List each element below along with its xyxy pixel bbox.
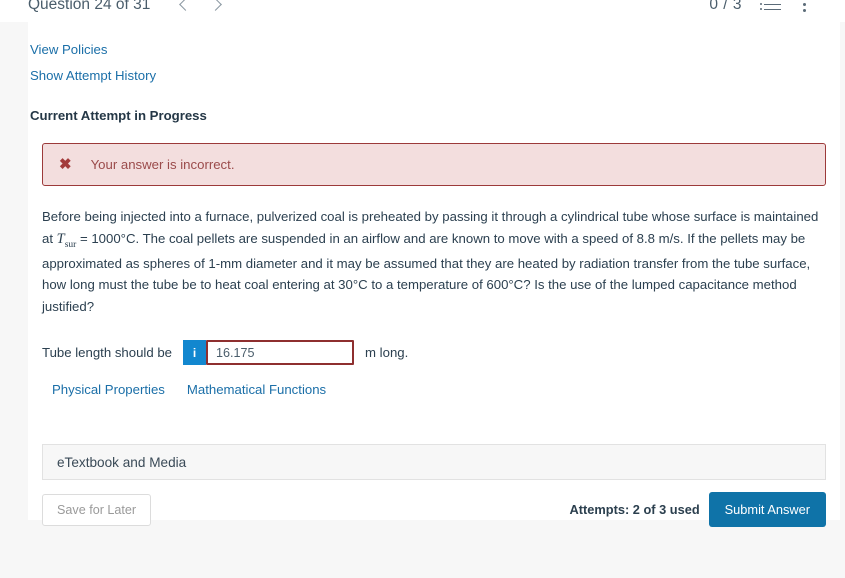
more-options-button[interactable] <box>803 0 807 13</box>
footer-actions: Save for Later Attempts: 2 of 3 used Sub… <box>42 492 826 528</box>
etextbook-and-media-panel[interactable]: eTextbook and Media <box>42 444 826 481</box>
symbol-subscript: sur <box>64 239 77 250</box>
view-policies-link[interactable]: View Policies <box>30 42 108 57</box>
question-list-button[interactable] <box>760 0 781 12</box>
policy-links-group: View Policies Show Attempt History <box>28 32 840 83</box>
alert-message: Your answer is incorrect. <box>90 157 235 172</box>
answer-label: Tube length should be <box>42 345 173 361</box>
question-counter: Question 24 of 31 <box>28 0 151 13</box>
score-badge: 0 / 3 <box>709 0 742 13</box>
tool-links-group: Physical Properties Mathematical Functio… <box>52 382 826 397</box>
info-icon[interactable]: i <box>183 340 207 366</box>
header-left-group: Question 24 of 31 <box>28 0 222 14</box>
symbol-t-sur: Tsur <box>56 230 77 250</box>
current-attempt-heading: Current Attempt in Progress <box>30 108 207 123</box>
answer-input[interactable] <box>206 340 355 366</box>
symbol-t: T <box>56 230 65 247</box>
x-mark-icon: ✖ <box>59 156 72 173</box>
attempts-counter: Attempts: 2 of 3 used <box>569 502 700 518</box>
vertical-dots-icon <box>803 0 807 13</box>
question-header-bar: Question 24 of 31 0 / 3 <box>0 0 845 22</box>
footer-right-group: Attempts: 2 of 3 used Submit Answer <box>569 492 826 528</box>
question-nav-arrows <box>178 0 222 12</box>
incorrect-answer-alert: ✖ Your answer is incorrect. <box>42 143 826 186</box>
physical-properties-link[interactable]: Physical Properties <box>52 382 165 398</box>
show-attempt-history-link[interactable]: Show Attempt History <box>30 68 157 83</box>
mathematical-functions-link[interactable]: Mathematical Functions <box>186 382 327 398</box>
submit-answer-button[interactable]: Submit Answer <box>708 492 826 528</box>
chevron-left-icon[interactable] <box>178 0 192 12</box>
question-card: View Policies Show Attempt History Curre… <box>28 22 840 528</box>
answer-input-row: Tube length should be i m long. <box>42 340 826 366</box>
save-for-later-button[interactable]: Save for Later <box>42 493 152 526</box>
question-text-part2: = 1000°C. The coal pellets are suspended… <box>42 230 811 314</box>
question-text: Before being injected into a furnace, pu… <box>42 206 826 317</box>
list-icon <box>760 0 781 12</box>
header-right-group: 0 / 3 <box>709 0 829 14</box>
answer-unit-label: m long. <box>365 345 409 361</box>
chevron-right-icon[interactable] <box>208 0 222 12</box>
question-text-part1: Before being injected into a furnace, pu… <box>42 209 819 246</box>
